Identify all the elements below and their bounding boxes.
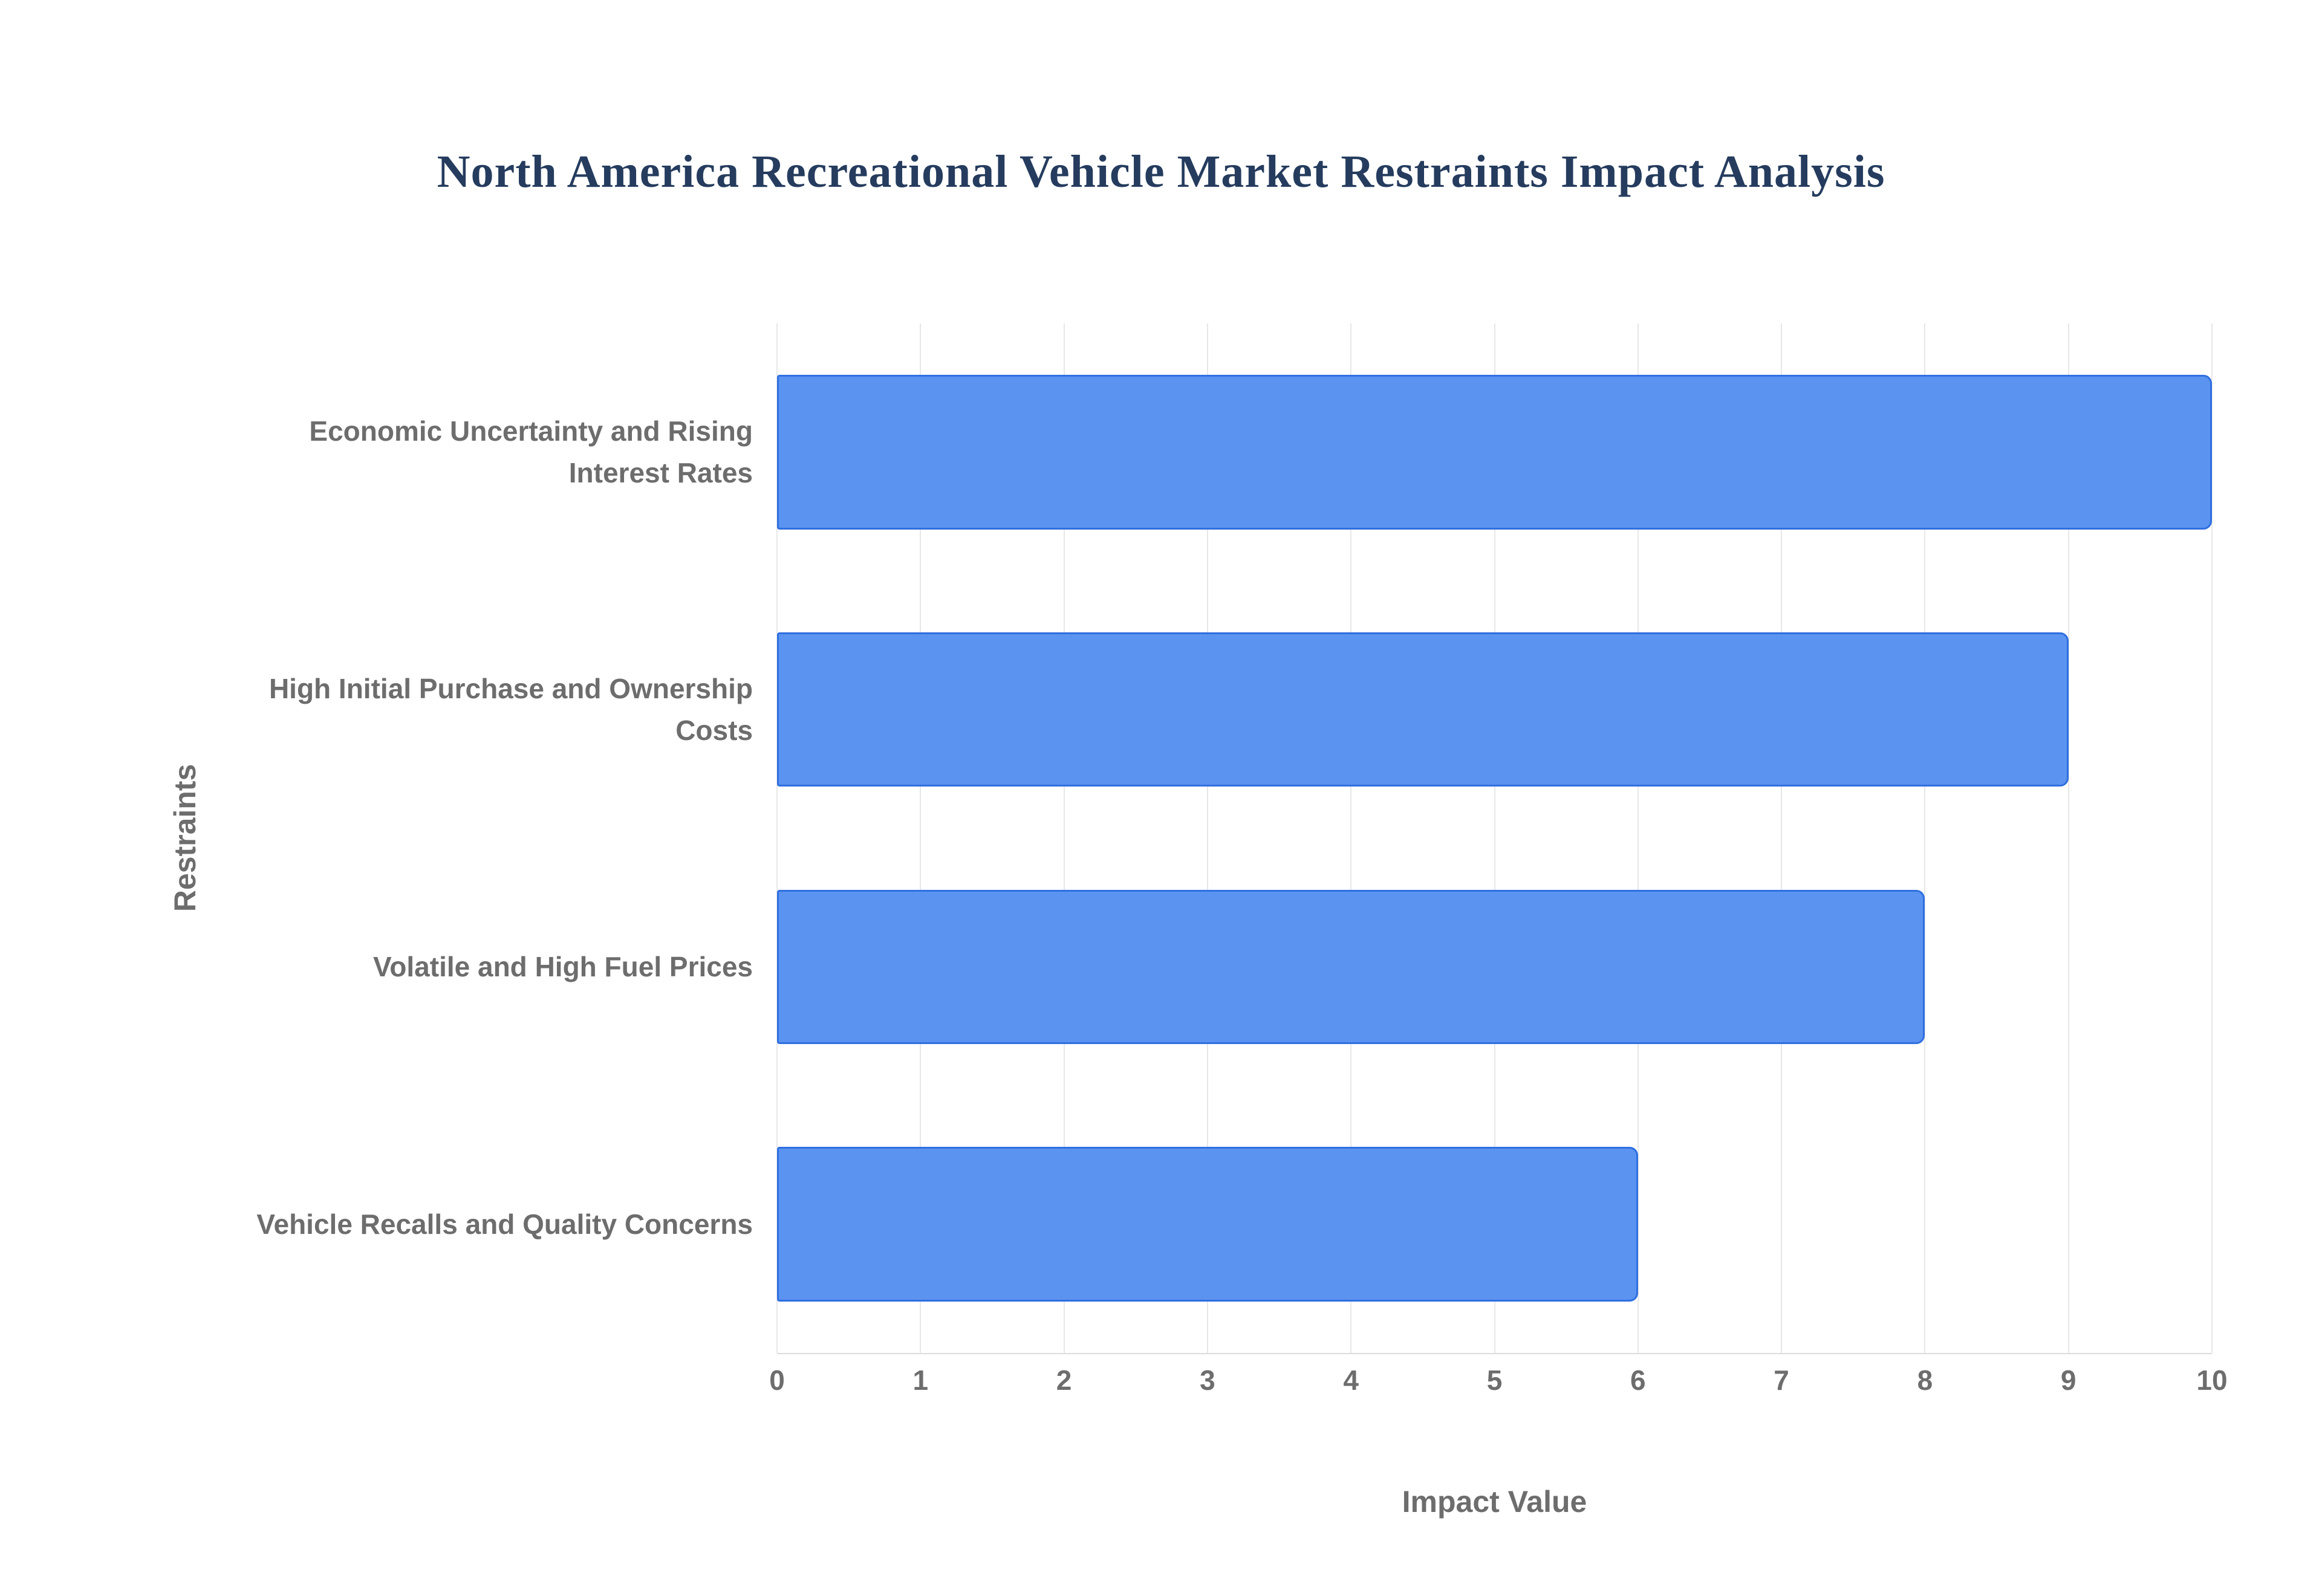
category-row: High Initial Purchase and Ownership Cost… [218,581,753,839]
category-row: Economic Uncertainty and Rising Interest… [218,323,753,581]
bar [777,1147,1638,1302]
bar-row [777,1095,2212,1353]
gridline [2211,323,2213,1353]
gridline [1781,323,1783,1353]
x-tick-label: 2 [1056,1364,1072,1396]
gridline [1494,323,1495,1353]
bar [777,375,2212,530]
x-tick-label: 7 [1774,1364,1789,1396]
bar-row [777,839,2212,1096]
gridline [1637,323,1639,1353]
x-tick-label: 10 [2196,1364,2228,1396]
x-tick-label: 3 [1200,1364,1215,1396]
x-tick-label: 4 [1343,1364,1359,1396]
category-label: High Initial Purchase and Ownership Cost… [268,672,753,746]
gridline [1063,323,1065,1353]
category-row: Volatile and High Fuel Prices [218,839,753,1096]
bar-row [777,323,2212,581]
plot-area [776,323,2213,1354]
bar [777,632,2069,787]
category-labels: Economic Uncertainty and Rising Interest… [218,323,753,1353]
category-label: Economic Uncertainty and Rising Interest… [309,415,753,488]
bar-row [777,581,2212,839]
x-tick-label: 9 [2060,1364,2076,1396]
gridline [2067,323,2069,1353]
gridline [920,323,922,1353]
bar [777,889,1925,1045]
x-tick-label: 0 [769,1364,785,1396]
x-tick-label: 1 [912,1364,929,1396]
gridline [1924,323,1926,1353]
y-axis-title: Restraints [168,764,202,912]
x-tick-label: 6 [1630,1364,1646,1396]
category-label: Vehicle Recalls and Quality Concerns [256,1208,753,1240]
x-tick-label: 8 [1917,1364,1933,1396]
x-axis-ticks: 0 1 2 3 4 5 6 7 8 9 10 [769,1364,2227,1418]
gridline [776,323,778,1353]
x-axis-title: Impact Value [1402,1485,1587,1519]
x-tick-label: 5 [1486,1364,1503,1396]
chart-title: North America Recreational Vehicle Marke… [437,146,1885,197]
gridline [1350,323,1352,1353]
gridline [1206,323,1208,1353]
category-row: Vehicle Recalls and Quality Concerns [218,1095,753,1353]
category-label: Volatile and High Fuel Prices [373,950,753,982]
